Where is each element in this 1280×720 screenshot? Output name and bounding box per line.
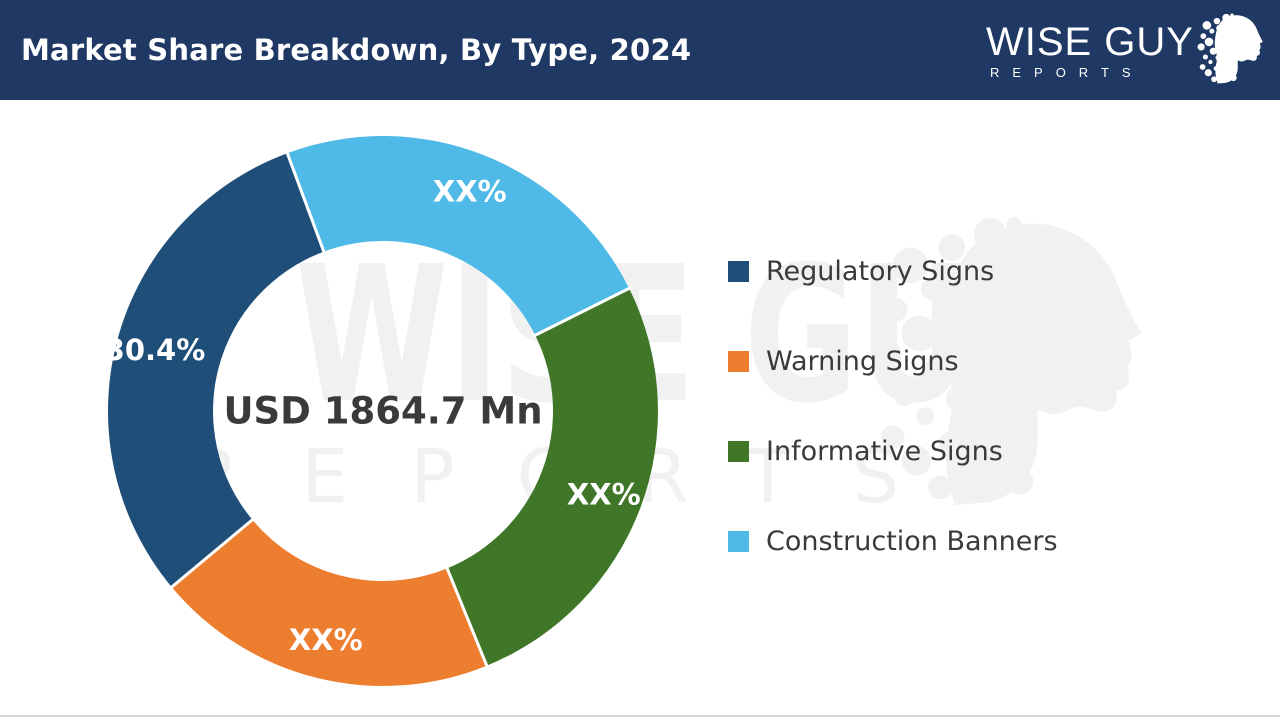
donut-center-value: USD 1864.7 Mn: [223, 390, 542, 433]
donut-segment-informative-signs: [447, 288, 658, 666]
segment-label-informative-signs: XX%: [567, 477, 641, 511]
bottom-divider: [0, 715, 1280, 717]
legend-swatch: [728, 530, 749, 552]
segment-separator: [445, 566, 489, 669]
legend-item-warning-signs: Warning Signs: [728, 343, 1058, 379]
legend-swatch: [728, 440, 749, 462]
donut-segment-construction-banners: [287, 136, 630, 336]
chart-legend: Regulatory Signs Warning Signs Informative…: [728, 253, 1058, 559]
legend-item-informative-signs: Informative Signs: [728, 433, 1058, 469]
legend-swatch: [728, 350, 749, 372]
legend-label: Warning Signs: [766, 345, 959, 377]
logo-subtext: REPORTS: [989, 64, 1144, 80]
segment-separator: [285, 150, 326, 255]
segment-separator: [169, 517, 255, 590]
wiseguy-logo: WISE GUY REPORTS: [986, 6, 1268, 94]
donut-segment-warning-signs: [171, 519, 487, 687]
segment-separator: [532, 286, 632, 338]
legend-label: Construction Banners: [766, 525, 1058, 557]
header: Market Share Breakdown, By Type, 2024 WI…: [0, 0, 1280, 100]
legend-swatch: [728, 260, 749, 282]
legend-label: Informative Signs: [766, 435, 1003, 467]
segment-label-regulatory-signs: 30.4%: [105, 333, 206, 367]
legend-label: Regulatory Signs: [766, 255, 995, 287]
donut-segment-regulatory-signs: [108, 153, 324, 587]
legend-item-regulatory-signs: Regulatory Signs: [728, 253, 1058, 289]
segment-label-warning-signs: XX%: [289, 623, 363, 657]
segment-label-construction-banners: XX%: [433, 175, 507, 209]
logo-wordmark: WISE GUY: [985, 19, 1194, 64]
page-title: Market Share Breakdown, By Type, 2024: [21, 33, 692, 67]
wiseguy-face-icon: [1197, 13, 1263, 84]
legend-item-construction-banners: Construction Banners: [728, 523, 1058, 559]
logo-text: WISE GUY REPORTS: [986, 22, 1194, 79]
